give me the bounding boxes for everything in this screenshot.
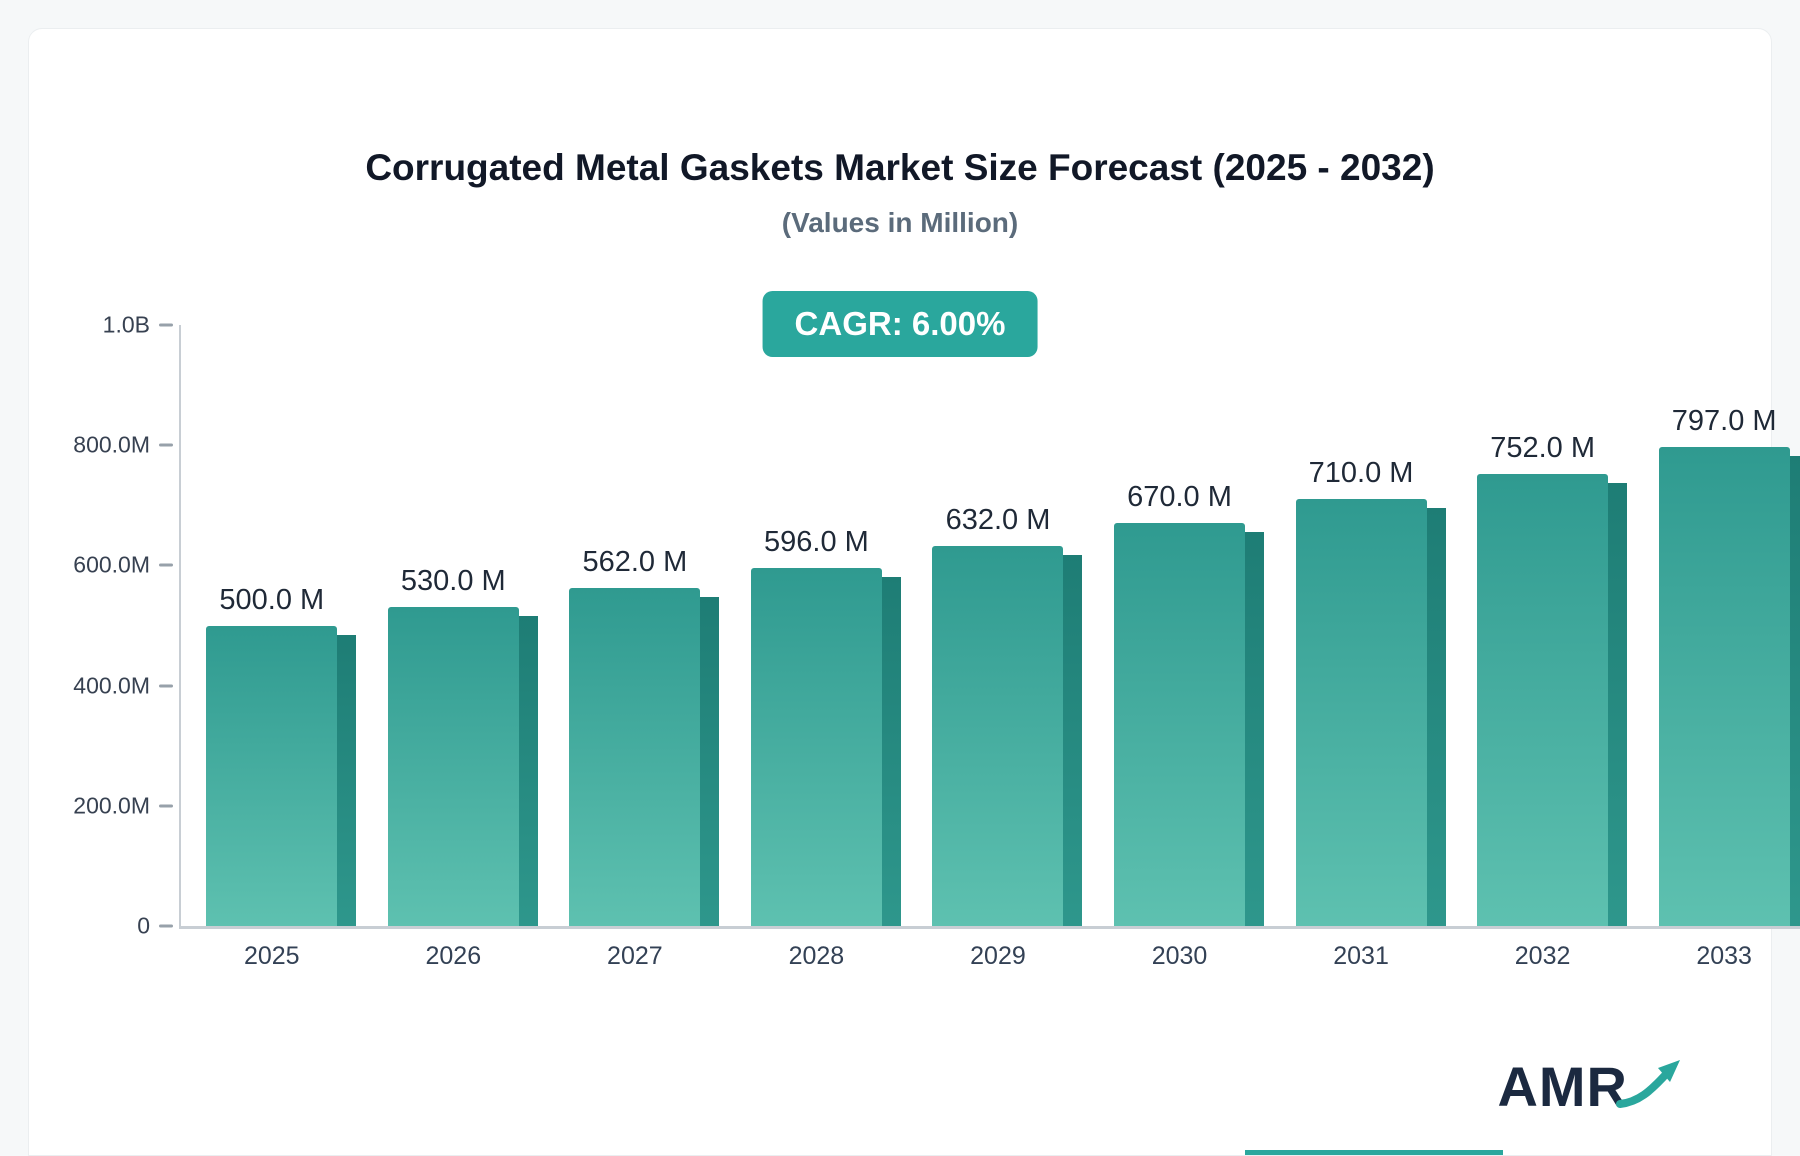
y-tick-dash <box>159 443 173 447</box>
y-tick-0: 0 <box>43 913 173 940</box>
x-tick-2027: 2027 <box>607 942 663 970</box>
bar-value-label-2025: 500.0 M <box>219 583 325 616</box>
chart-card: Corrugated Metal Gaskets Market Size For… <box>28 28 1800 1156</box>
y-tick-200.0M: 200.0M <box>43 792 173 819</box>
bars: 500.0 M 530.0 M 562.0 M 596.0 M 632.0 M 670.0… <box>181 325 1800 927</box>
bottom-accent-bar <box>1245 1150 1503 1155</box>
bar-2026 <box>387 607 538 926</box>
logo-arrow-icon <box>1616 1059 1680 1108</box>
bar-slot-2030: 670.0 M <box>1089 325 1271 926</box>
bar-value-label-2033: 797.0 M <box>1671 405 1777 438</box>
y-tick-1.0B: 1.0B <box>43 312 173 339</box>
bar-slot-2028: 596.0 M <box>726 325 908 927</box>
amr-logo-text: AMR <box>1497 1055 1628 1118</box>
y-tick-label: 400.0M <box>73 672 150 699</box>
y-tick-600.0M: 600.0M <box>43 552 173 579</box>
y-tick-label: 600.0M <box>73 551 150 578</box>
chart-subtitle: (Values in Million) <box>781 207 1019 238</box>
bar-value-label-2029: 632.0 M <box>945 504 1051 537</box>
bar-2031 <box>1295 499 1446 926</box>
bar-2029 <box>932 546 1083 926</box>
bar-slot-2032: 752.0 M <box>1452 325 1634 926</box>
x-axis: 2025 2026 2027 2028 2029 2030 2031 2032 2033 <box>181 942 1800 971</box>
y-tick-dash <box>159 804 173 808</box>
y-tick-dash <box>159 924 173 928</box>
x-tick-2031: 2031 <box>1333 942 1389 970</box>
bar-value-label-2032: 752.0 M <box>1490 432 1595 465</box>
bar-value-label-2030: 670.0 M <box>1127 481 1232 514</box>
bar-2030 <box>1114 523 1264 926</box>
bar-slot-2033: 797.0 M <box>1633 325 1800 926</box>
bar-value-label-2027: 562.0 M <box>582 546 688 579</box>
plot-area: 1.0B 800.0M 600.0M 400.0M 200.0M 0 500.0 M 530… <box>73 312 1800 970</box>
bar-value-label-2031: 710.0 M <box>1308 457 1414 490</box>
bar-2032 <box>1477 474 1628 926</box>
x-tick-2030: 2030 <box>1151 942 1208 970</box>
bar-2028 <box>750 567 901 927</box>
bar-2033 <box>1658 447 1800 926</box>
x-tick-2029: 2029 <box>970 942 1026 970</box>
x-tick-2026: 2026 <box>425 942 482 970</box>
y-tick-label: 0 <box>137 912 150 939</box>
bar-value-label-2028: 596.0 M <box>764 525 869 558</box>
y-tick-label: 200.0M <box>73 792 150 819</box>
bar-slot-2031: 710.0 M <box>1270 325 1452 926</box>
y-axis: 1.0B 800.0M 600.0M 400.0M 200.0M 0 <box>43 312 173 939</box>
bar-slot-2025: 500.0 M <box>181 325 363 926</box>
x-tick-2032: 2032 <box>1514 942 1571 970</box>
bar-value-label-2026: 530.0 M <box>400 565 506 598</box>
y-tick-label: 800.0M <box>73 431 150 458</box>
y-tick-800.0M: 800.0M <box>43 432 173 459</box>
y-tick-dash <box>159 563 173 567</box>
amr-logo: AMR <box>1497 1054 1686 1119</box>
bar-slot-2027: 562.0 M <box>544 325 726 926</box>
y-tick-dash <box>159 323 173 327</box>
chart-title: Corrugated Metal Gaskets Market Size For… <box>365 147 1435 188</box>
x-tick-2033: 2033 <box>1696 942 1752 970</box>
bar-slot-2026: 530.0 M <box>363 325 545 926</box>
bar-2027 <box>569 588 720 926</box>
x-tick-2025: 2025 <box>243 942 300 970</box>
cagr-badge: CAGR: 6.00% <box>762 291 1038 357</box>
x-tick-2028: 2028 <box>788 942 845 970</box>
bar-2025 <box>206 625 357 926</box>
y-tick-label: 1.0B <box>102 311 150 338</box>
bar-slot-2029: 632.0 M <box>907 325 1089 926</box>
y-tick-400.0M: 400.0M <box>43 672 173 699</box>
y-tick-dash <box>159 684 173 688</box>
